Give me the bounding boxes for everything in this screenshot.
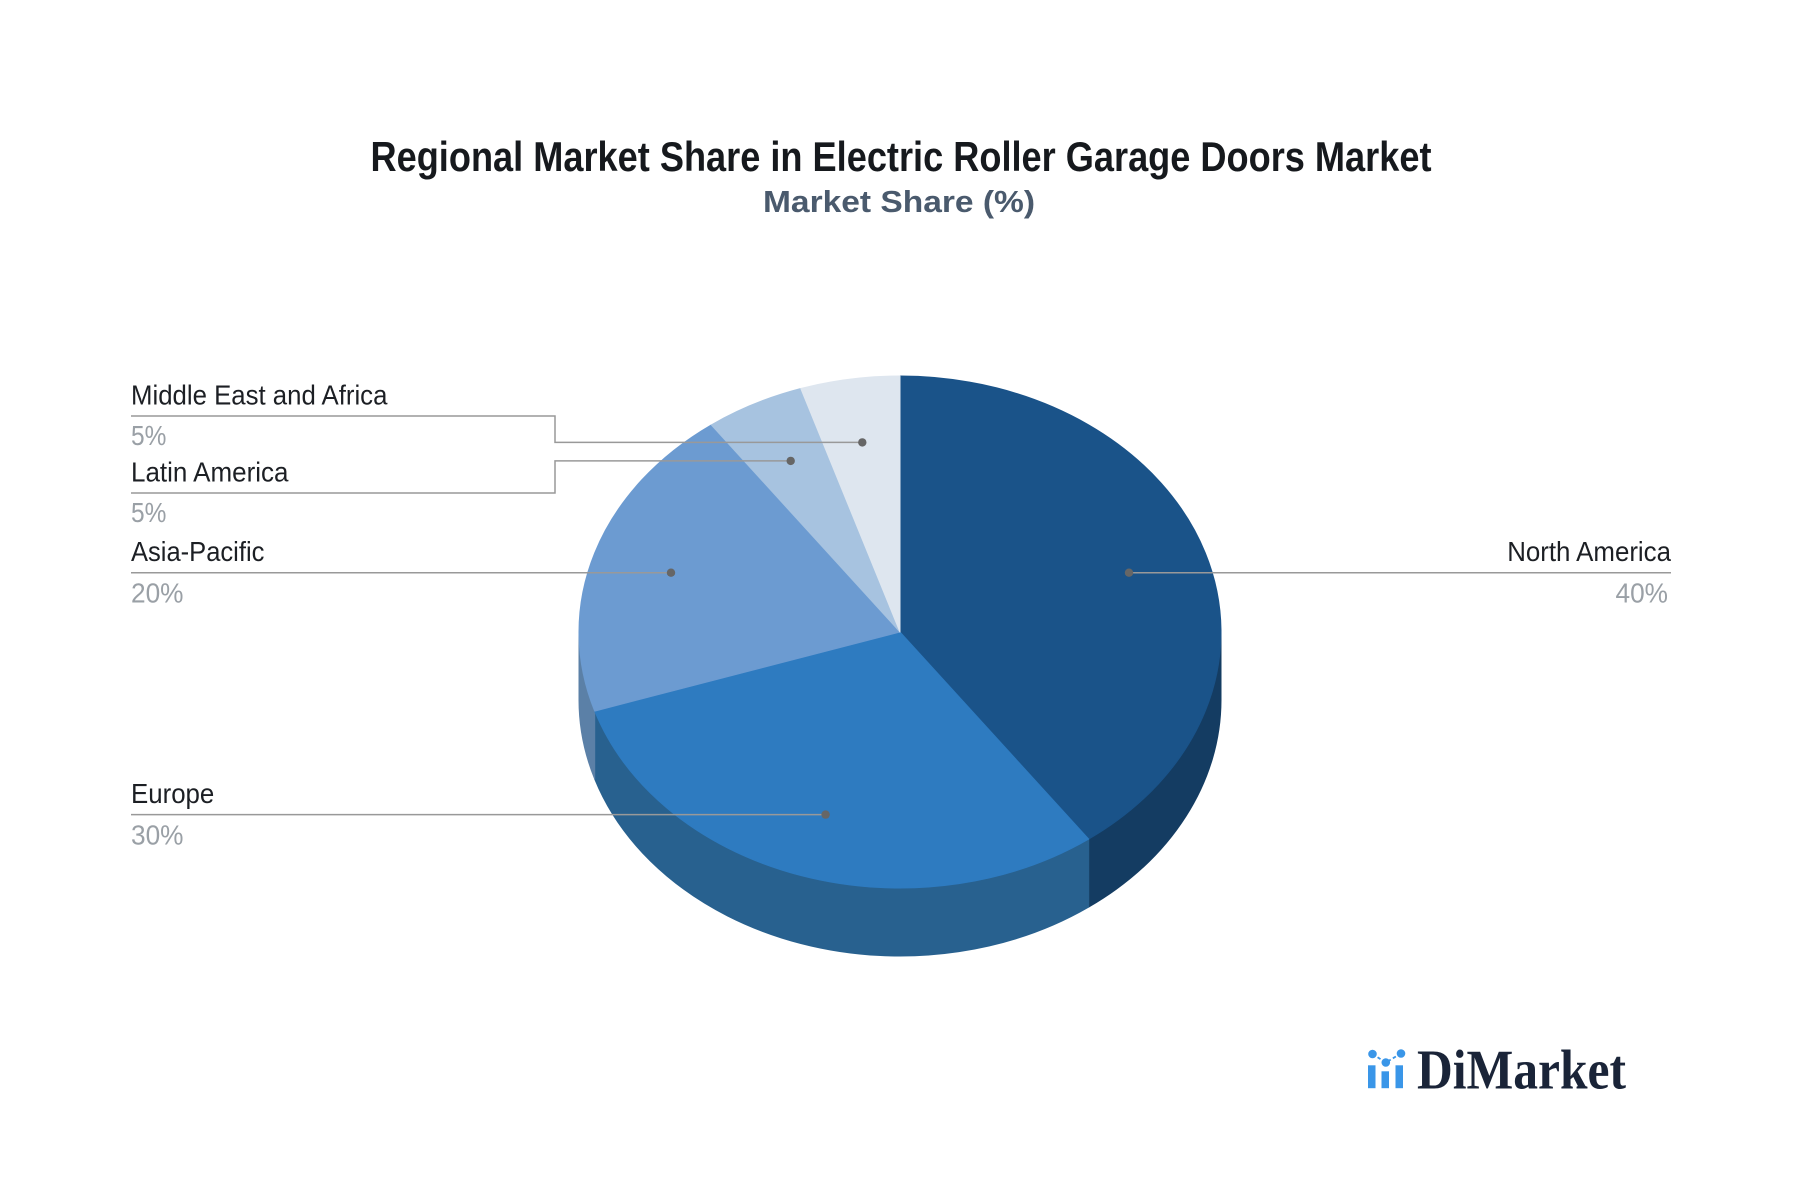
svg-text:30%: 30% xyxy=(131,820,184,851)
svg-text:Latin America: Latin America xyxy=(131,457,289,488)
svg-text:20%: 20% xyxy=(131,578,184,609)
svg-text:Regional Market Share in Elect: Regional Market Share in Electric Roller… xyxy=(371,133,1432,180)
svg-text:North America: North America xyxy=(1507,536,1671,567)
svg-text:Middle East and Africa: Middle East and Africa xyxy=(131,380,388,411)
svg-text:Market Share (%): Market Share (%) xyxy=(763,184,1035,219)
svg-text:Asia-Pacific: Asia-Pacific xyxy=(131,536,264,567)
svg-text:5%: 5% xyxy=(131,420,166,451)
svg-text:40%: 40% xyxy=(1616,578,1669,609)
svg-text:DiMarket: DiMarket xyxy=(1417,1040,1626,1102)
svg-text:5%: 5% xyxy=(131,497,166,528)
svg-text:Europe: Europe xyxy=(131,778,214,809)
